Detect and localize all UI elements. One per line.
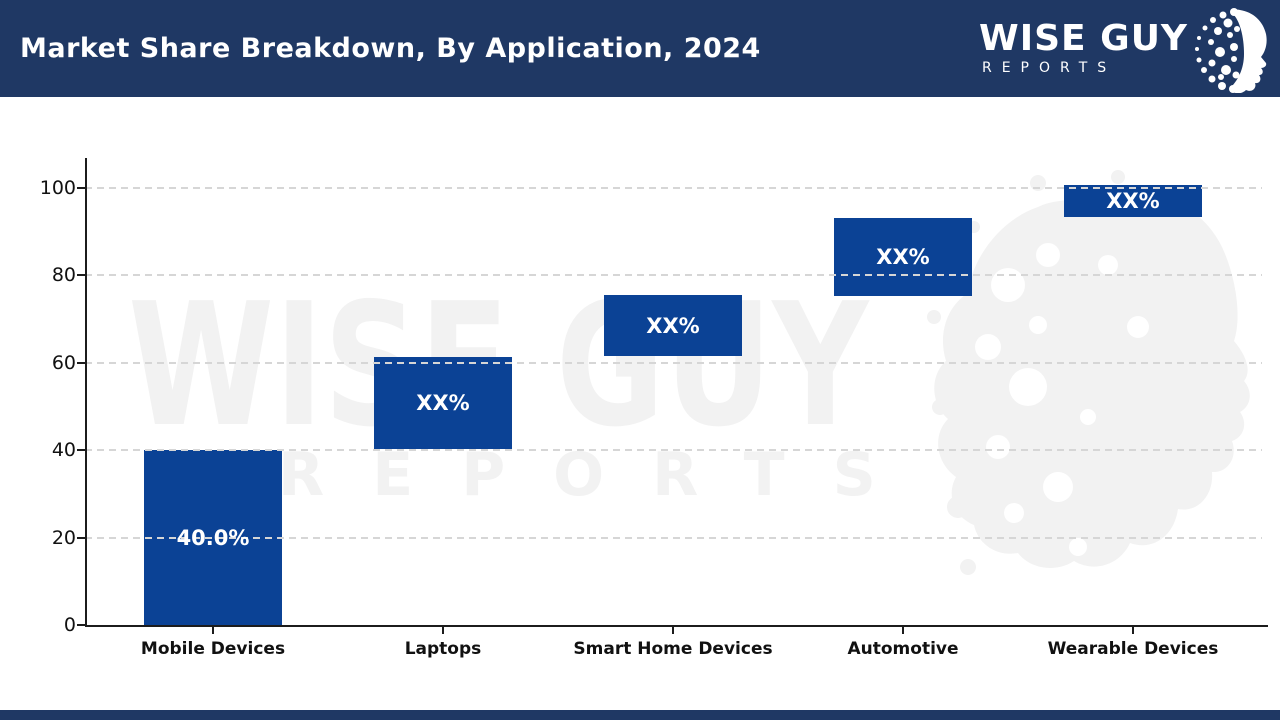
y-tick-label: 40 bbox=[51, 439, 76, 461]
x-tick-mark bbox=[212, 627, 214, 634]
category-label-mobile-devices: Mobile Devices bbox=[140, 639, 286, 659]
footer-band bbox=[0, 710, 1280, 720]
y-axis bbox=[85, 158, 87, 627]
logo-face-icon bbox=[1195, 7, 1267, 93]
gridline-40 bbox=[85, 449, 1262, 451]
category-label-smart-home-devices: Smart Home Devices bbox=[573, 639, 773, 659]
brand-logo: WISE GUY REPORTS bbox=[979, 5, 1280, 93]
y-tick-label: 20 bbox=[51, 526, 76, 549]
x-tick-mark bbox=[672, 627, 674, 634]
logo-wordmark: WISE GUY REPORTS bbox=[978, 18, 1188, 77]
bar-value-label: XX% bbox=[416, 391, 470, 416]
bar-value-label: XX% bbox=[876, 245, 930, 270]
y-tick-label: 60 bbox=[51, 351, 76, 374]
y-tick-label: 0 bbox=[63, 614, 76, 636]
x-axis bbox=[85, 625, 1268, 627]
bar-laptops bbox=[374, 357, 512, 450]
watermark-face-icon bbox=[927, 170, 1250, 575]
category-label-automotive: Automotive bbox=[847, 639, 959, 659]
category-label-wearable-devices: Wearable Devices bbox=[1047, 639, 1219, 659]
y-tick-mark bbox=[77, 186, 85, 189]
page-title: Market Share Breakdown, By Application, … bbox=[20, 33, 761, 64]
bar-smart-home-devices bbox=[604, 295, 742, 356]
category-label-laptops: Laptops bbox=[404, 639, 482, 659]
x-tick-mark bbox=[1132, 627, 1134, 634]
y-tick-mark bbox=[77, 624, 85, 626]
y-tick-label: 100 bbox=[39, 176, 76, 199]
bar-automotive bbox=[834, 218, 972, 296]
y-tick-mark bbox=[77, 536, 85, 539]
watermark-subtext: REPORTS bbox=[278, 440, 924, 510]
logo-wordmark-sub: REPORTS bbox=[981, 60, 1117, 76]
x-tick-mark bbox=[902, 627, 904, 634]
y-tick-mark bbox=[77, 274, 85, 276]
header-band: Market Share Breakdown, By Application, … bbox=[0, 0, 1280, 97]
bar-wearable-devices bbox=[1064, 184, 1202, 217]
gridline-80 bbox=[85, 274, 1262, 276]
bar-value-label: XX% bbox=[646, 313, 700, 338]
gridline-100 bbox=[85, 186, 1262, 189]
bar-value-label: 40.0% bbox=[176, 525, 250, 550]
y-tick-label: 80 bbox=[51, 264, 76, 286]
x-tick-mark bbox=[442, 627, 444, 634]
logo-wordmark-main: WISE GUY bbox=[978, 18, 1188, 59]
bar-value-label: XX% bbox=[1106, 188, 1160, 213]
y-tick-mark bbox=[77, 361, 85, 364]
y-tick-mark bbox=[77, 449, 85, 451]
gridline-60 bbox=[85, 361, 1262, 364]
chart-area: WISE GUY REPORTS 40.0% XX% XX% XX% XX% 0 20 40 6… bbox=[0, 97, 1280, 710]
gridline-20 bbox=[85, 536, 1262, 539]
